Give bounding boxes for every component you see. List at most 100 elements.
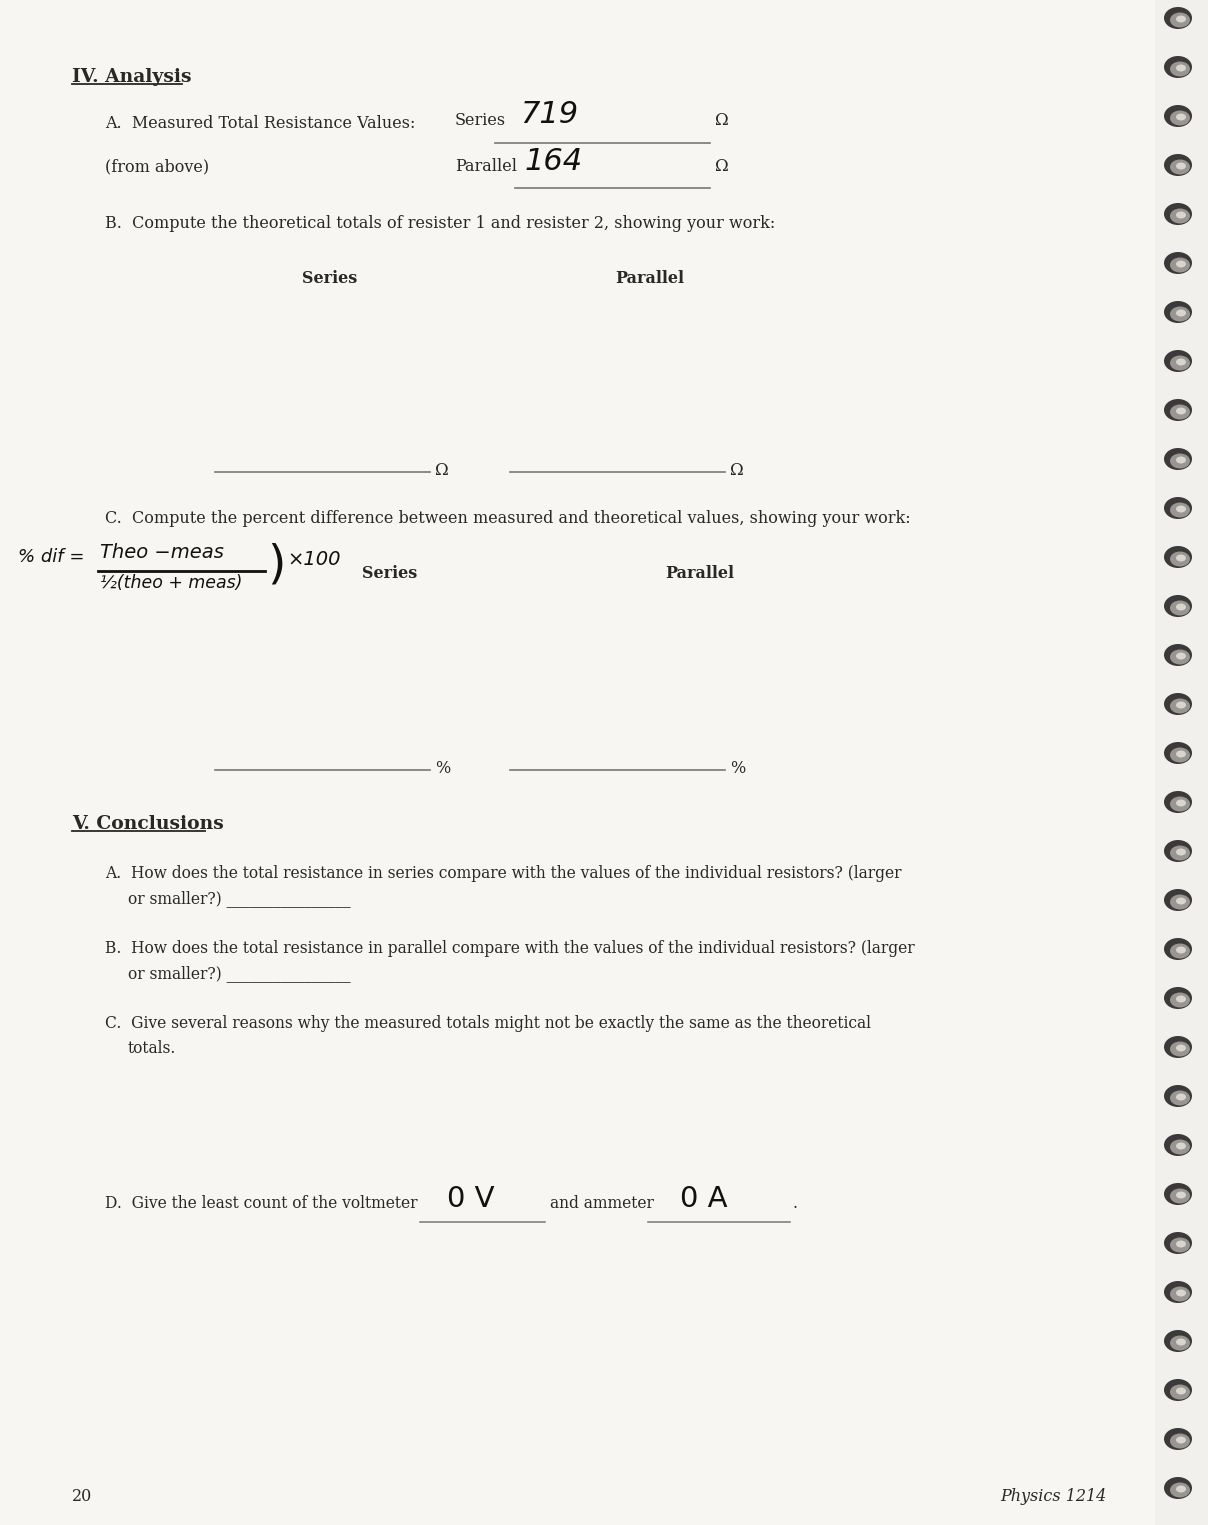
Ellipse shape [1177, 702, 1186, 709]
Ellipse shape [1171, 747, 1190, 762]
Ellipse shape [1171, 404, 1190, 419]
Text: ): ) [267, 543, 285, 589]
Text: A.  How does the total resistance in series compare with the values of the indiv: A. How does the total resistance in seri… [105, 865, 901, 881]
Ellipse shape [1177, 1485, 1186, 1493]
Ellipse shape [1165, 791, 1192, 813]
Ellipse shape [1165, 743, 1192, 764]
Text: Theo −meas: Theo −meas [100, 543, 223, 563]
Ellipse shape [1165, 252, 1192, 274]
Ellipse shape [1165, 692, 1192, 715]
Ellipse shape [1177, 310, 1186, 317]
Ellipse shape [1165, 1427, 1192, 1450]
Ellipse shape [1171, 1336, 1190, 1351]
Text: Series: Series [362, 564, 418, 583]
Ellipse shape [1165, 1135, 1192, 1156]
Ellipse shape [1165, 154, 1192, 175]
Ellipse shape [1165, 1232, 1192, 1254]
Ellipse shape [1165, 203, 1192, 226]
Ellipse shape [1177, 898, 1186, 904]
Ellipse shape [1177, 947, 1186, 953]
Ellipse shape [1177, 456, 1186, 464]
Ellipse shape [1171, 1482, 1190, 1498]
Ellipse shape [1177, 1142, 1186, 1150]
Ellipse shape [1171, 1434, 1190, 1449]
Text: Series: Series [455, 111, 506, 130]
Ellipse shape [1165, 595, 1192, 618]
Ellipse shape [1177, 750, 1186, 758]
Ellipse shape [1171, 993, 1190, 1008]
Ellipse shape [1177, 1437, 1186, 1444]
Ellipse shape [1177, 996, 1186, 1002]
Ellipse shape [1171, 258, 1190, 273]
Ellipse shape [1171, 1188, 1190, 1203]
Ellipse shape [1165, 8, 1192, 29]
Ellipse shape [1171, 1139, 1190, 1154]
Text: A.  Measured Total Resistance Values:: A. Measured Total Resistance Values: [105, 114, 416, 133]
Ellipse shape [1171, 1287, 1190, 1301]
Text: Parallel: Parallel [455, 159, 517, 175]
Ellipse shape [1165, 1478, 1192, 1499]
Ellipse shape [1165, 1281, 1192, 1302]
Text: 0 A: 0 A [680, 1185, 727, 1212]
Ellipse shape [1177, 653, 1186, 659]
Text: .: . [792, 1196, 798, 1212]
Ellipse shape [1171, 1090, 1190, 1106]
Text: IV. Analysis: IV. Analysis [72, 69, 192, 85]
Ellipse shape [1171, 944, 1190, 959]
Ellipse shape [1171, 307, 1190, 322]
Ellipse shape [1165, 644, 1192, 666]
Text: 0 V: 0 V [447, 1185, 494, 1212]
Text: and ammeter: and ammeter [550, 1196, 654, 1212]
Ellipse shape [1165, 938, 1192, 961]
Text: D.  Give the least count of the voltmeter: D. Give the least count of the voltmeter [105, 1196, 418, 1212]
Ellipse shape [1177, 1240, 1186, 1247]
Text: 164: 164 [525, 146, 583, 175]
Text: Parallel: Parallel [616, 270, 685, 287]
Ellipse shape [1177, 1290, 1186, 1296]
Ellipse shape [1177, 1388, 1186, 1394]
Ellipse shape [1171, 209, 1190, 224]
Ellipse shape [1171, 355, 1190, 371]
Text: ½(theo + meas): ½(theo + meas) [100, 573, 243, 592]
Ellipse shape [1177, 212, 1186, 218]
Ellipse shape [1171, 160, 1190, 174]
Text: Physics 1214: Physics 1214 [1000, 1488, 1107, 1505]
Ellipse shape [1177, 1093, 1186, 1101]
Text: %: % [730, 759, 745, 778]
Text: Series: Series [302, 270, 358, 287]
Ellipse shape [1165, 889, 1192, 910]
Text: Parallel: Parallel [666, 564, 734, 583]
Ellipse shape [1165, 1379, 1192, 1401]
Ellipse shape [1165, 1084, 1192, 1107]
Ellipse shape [1171, 845, 1190, 860]
Ellipse shape [1171, 601, 1190, 616]
Ellipse shape [1177, 15, 1186, 23]
Text: C.  Give several reasons why the measured totals might not be exactly the same a: C. Give several reasons why the measured… [105, 1016, 871, 1032]
Ellipse shape [1165, 351, 1192, 372]
Ellipse shape [1165, 1330, 1192, 1353]
Ellipse shape [1171, 552, 1190, 566]
Ellipse shape [1165, 1183, 1192, 1205]
Text: B.  Compute the theoretical totals of resister 1 and resister 2, showing your wo: B. Compute the theoretical totals of res… [105, 215, 776, 232]
Text: Ω: Ω [715, 111, 728, 130]
Text: or smaller?) ________________: or smaller?) ________________ [128, 891, 350, 907]
Ellipse shape [1165, 987, 1192, 1010]
Text: Ω: Ω [730, 462, 744, 479]
Ellipse shape [1171, 895, 1190, 909]
Ellipse shape [1177, 64, 1186, 72]
Ellipse shape [1165, 840, 1192, 862]
Ellipse shape [1177, 604, 1186, 610]
Ellipse shape [1177, 261, 1186, 267]
Text: Ω: Ω [435, 462, 448, 479]
Ellipse shape [1171, 12, 1190, 27]
Ellipse shape [1171, 1385, 1190, 1400]
Ellipse shape [1177, 799, 1186, 807]
Ellipse shape [1165, 546, 1192, 567]
Ellipse shape [1171, 698, 1190, 714]
Ellipse shape [1171, 110, 1190, 125]
Ellipse shape [1171, 453, 1190, 468]
Text: % dif =: % dif = [18, 547, 85, 566]
Text: 20: 20 [72, 1488, 92, 1505]
Ellipse shape [1165, 105, 1192, 127]
Ellipse shape [1165, 497, 1192, 518]
